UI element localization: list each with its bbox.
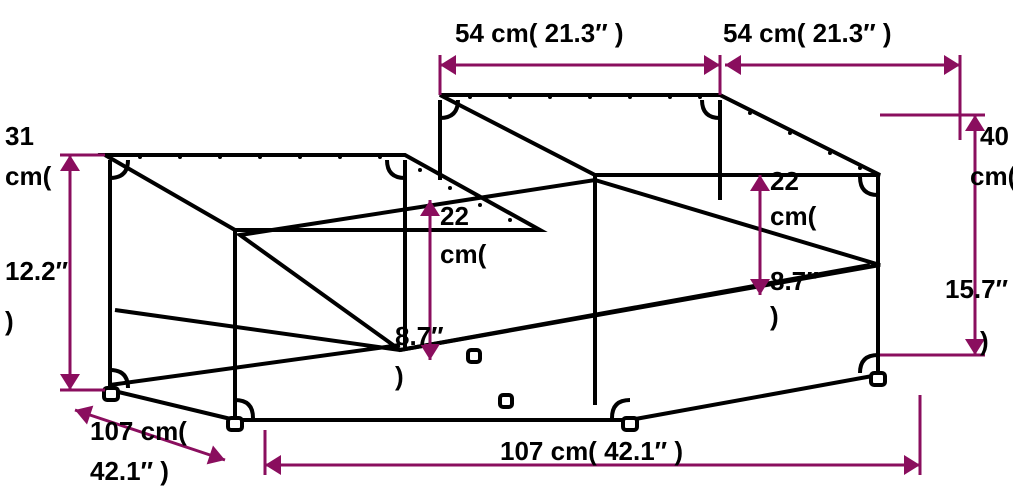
dim-top-right-label: 54 cm( 21.3″ ) [723, 18, 892, 48]
upper-top-surface [440, 95, 880, 175]
dim-right-l1: 40 [980, 121, 1009, 151]
base-front-right [630, 375, 878, 420]
dim-br-label: 107 cm( 42.1″ ) [500, 436, 683, 466]
dim-midleft-l4: ) [395, 361, 404, 391]
dim-midleft-l1: 22 [440, 201, 469, 231]
dim-midright-l1: 22 [770, 166, 799, 196]
dim-midleft-l2: cm( [440, 239, 487, 269]
dim-bl-l2: 42.1″ ) [90, 456, 169, 486]
dim-right-l4: ) [980, 326, 989, 356]
furniture-drawing [104, 95, 885, 430]
dim-top-left-label: 54 cm( 21.3″ ) [455, 18, 624, 48]
dim-midright-l3: 8.7″ [770, 266, 819, 296]
dim-right-l2: cm( [970, 161, 1013, 191]
dim-midright-l4: ) [770, 301, 779, 331]
base-back-hint [110, 345, 400, 385]
dim-midright-l2: cm( [770, 201, 817, 231]
dim-left-l3: 12.2″ [5, 256, 68, 286]
dim-midleft-l3: 8.7″ [395, 321, 444, 351]
diagram-canvas: 54 cm( 21.3″ ) 54 cm( 21.3″ ) 31 cm( 12.… [0, 0, 1013, 501]
dim-left-l1: 31 [5, 121, 34, 151]
dim-right-l3: 15.7″ [945, 274, 1008, 304]
dim-left-l2: cm( [5, 161, 52, 191]
dim-left-l4: ) [5, 306, 14, 336]
dim-bl-l1: 107 cm( [90, 416, 187, 446]
